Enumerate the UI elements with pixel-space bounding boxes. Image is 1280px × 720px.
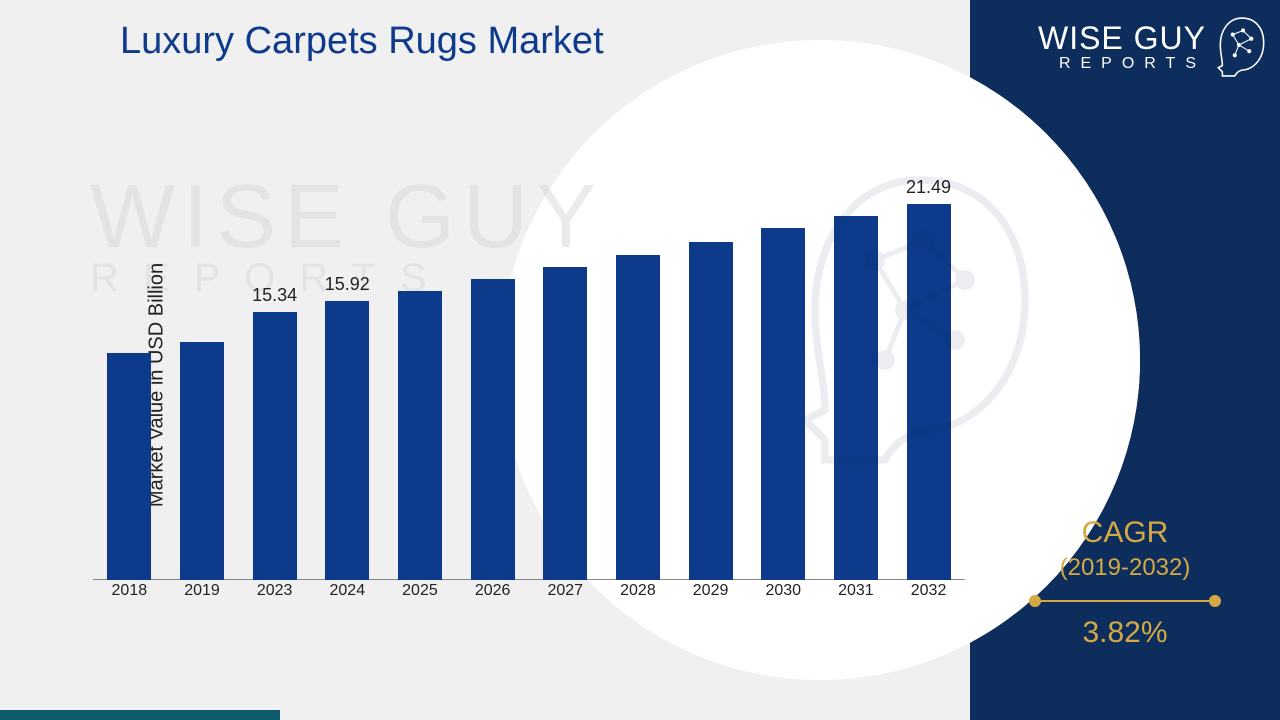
bar-group: 21.49 [894, 204, 964, 580]
bar-group: 15.34 [240, 312, 310, 580]
bar [471, 279, 515, 580]
cagr-title: CAGR [1000, 516, 1250, 550]
brand-logo: WISE GUY REPORTS [1038, 20, 1260, 73]
bar-group [458, 279, 528, 580]
x-axis-tick-label: 2030 [748, 582, 818, 610]
x-axis-tick-label: 2018 [94, 582, 164, 610]
bar-group [603, 255, 673, 581]
bar-group [676, 242, 746, 580]
x-axis-tick-label: 2026 [458, 582, 528, 610]
bar [107, 353, 151, 581]
bar [689, 242, 733, 580]
x-axis-tick-label: 2032 [894, 582, 964, 610]
x-axis-tick-label: 2031 [821, 582, 891, 610]
chart-title: Luxury Carpets Rugs Market [120, 20, 604, 63]
bottom-accent-bar [0, 710, 280, 720]
bar [543, 267, 587, 580]
cagr-divider [1035, 600, 1215, 602]
x-axis-tick-label: 2027 [530, 582, 600, 610]
bar-chart: Market Value in USD Billion 15.3415.9221… [45, 160, 965, 610]
x-axis-tick-label: 2028 [603, 582, 673, 610]
bar-group [94, 353, 164, 581]
bar-value-label: 15.34 [252, 285, 297, 306]
x-axis-labels: 2018201920232024202520262027202820292030… [93, 582, 965, 610]
bar [325, 301, 369, 580]
bar [761, 228, 805, 580]
bar-group [530, 267, 600, 580]
x-axis-tick-label: 2019 [167, 582, 237, 610]
x-axis-tick-label: 2029 [676, 582, 746, 610]
bar-value-label: 21.49 [906, 177, 951, 198]
bar [180, 342, 224, 580]
chart-plot-area: 15.3415.9221.49 [93, 160, 965, 580]
bar [616, 255, 660, 581]
x-axis-tick-label: 2025 [385, 582, 455, 610]
bar-group: 15.92 [312, 301, 382, 580]
cagr-block: CAGR (2019-2032) 3.82% [1000, 516, 1250, 650]
cagr-period: (2019-2032) [1000, 554, 1250, 582]
bar [834, 216, 878, 580]
bar [907, 204, 951, 580]
bar-value-label: 15.92 [325, 274, 370, 295]
bar [253, 312, 297, 580]
bar-group [748, 228, 818, 580]
x-axis-tick-label: 2024 [312, 582, 382, 610]
bar-group [167, 342, 237, 580]
cagr-value: 3.82% [1000, 616, 1250, 650]
bar [398, 291, 442, 580]
head-icon [1216, 16, 1268, 78]
x-axis-tick-label: 2023 [240, 582, 310, 610]
bar-group [821, 216, 891, 580]
bar-group [385, 291, 455, 580]
